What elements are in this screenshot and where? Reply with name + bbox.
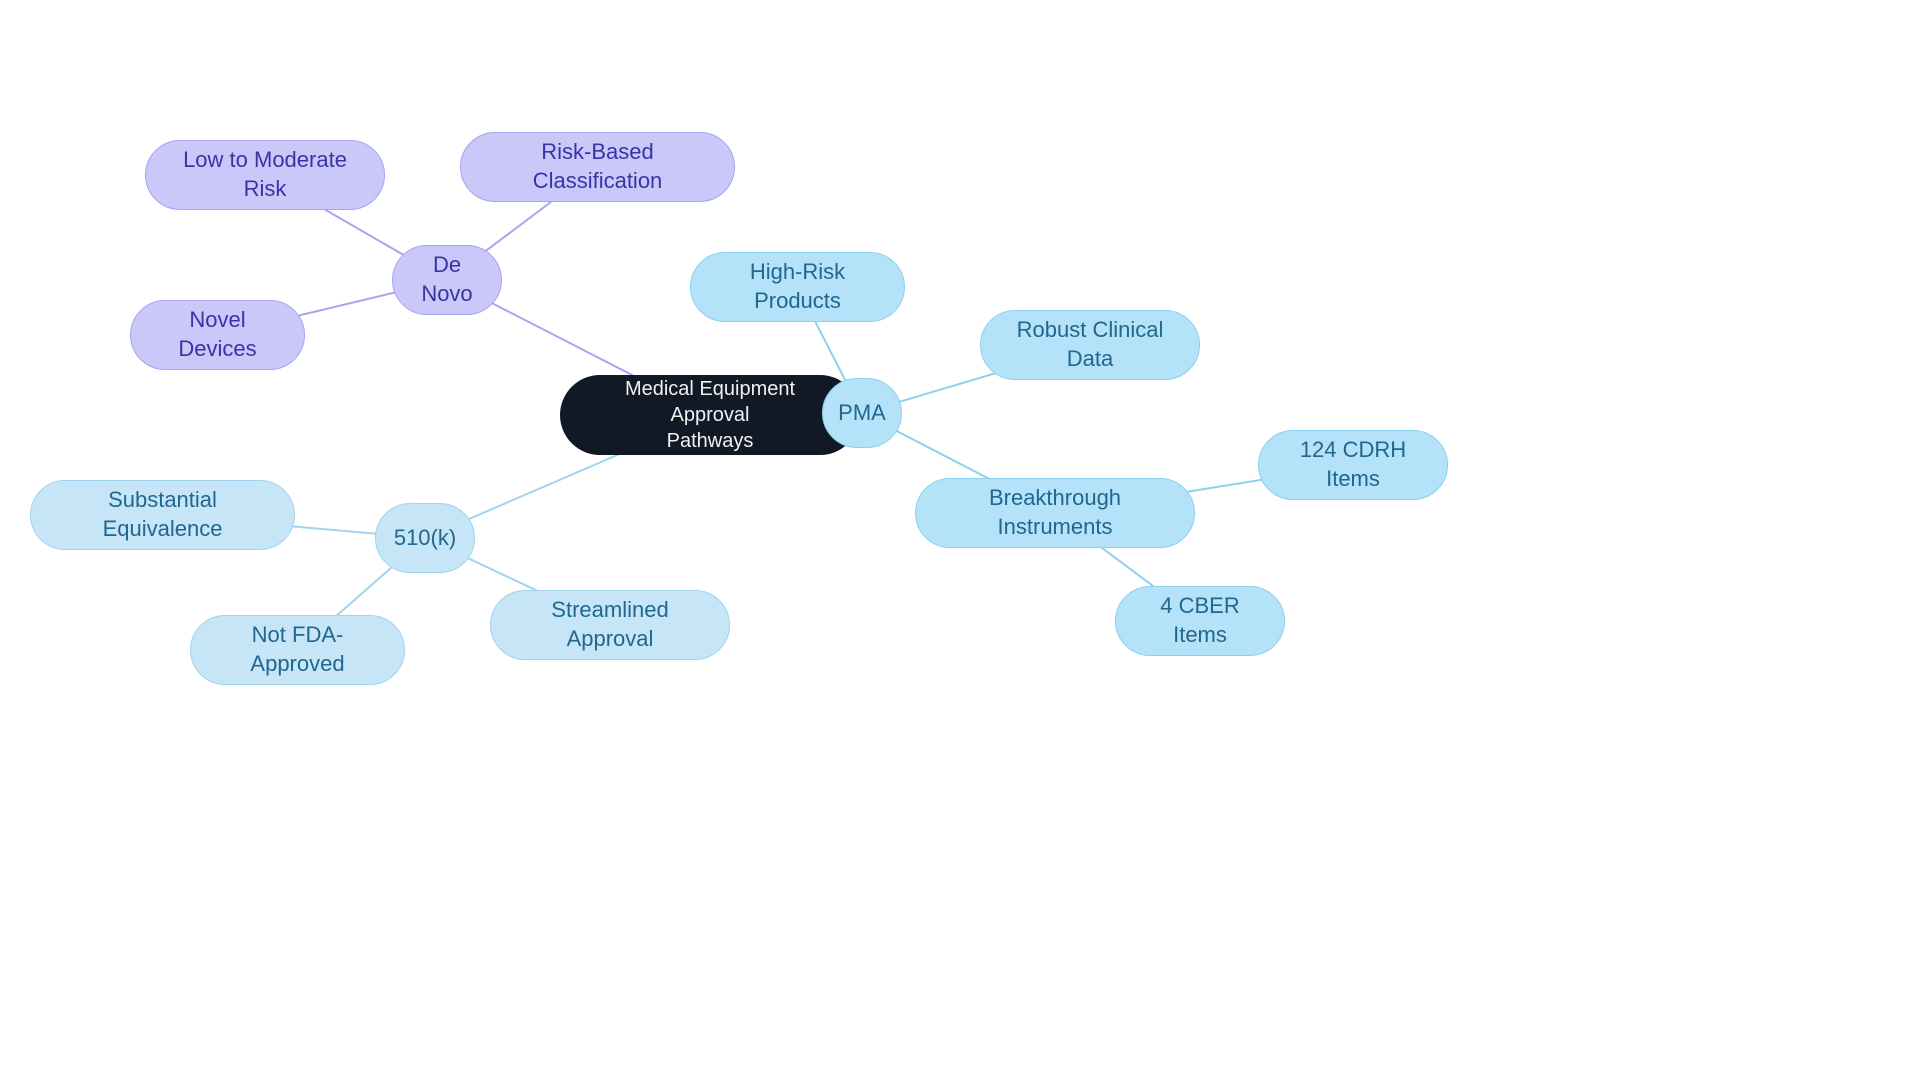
node-510k: 510(k) [375, 503, 475, 573]
node-denovo: De Novo [392, 245, 502, 315]
node-highrisk: High-Risk Products [690, 252, 905, 322]
node-cdrh: 124 CDRH Items [1258, 430, 1448, 500]
node-cber: 4 CBER Items [1115, 586, 1285, 656]
node-break: Breakthrough Instruments [915, 478, 1195, 548]
node-riskcls: Risk-Based Classification [460, 132, 735, 202]
node-notfda: Not FDA-Approved [190, 615, 405, 685]
node-lowmod: Low to Moderate Risk [145, 140, 385, 210]
node-root: Medical Equipment Approval Pathways [560, 375, 860, 455]
diagram-canvas: Medical Equipment Approval Pathways De No… [0, 0, 1920, 1083]
node-pma: PMA [822, 378, 902, 448]
node-novel: Novel Devices [130, 300, 305, 370]
node-robust: Robust Clinical Data [980, 310, 1200, 380]
node-subeq: Substantial Equivalence [30, 480, 295, 550]
node-stream: Streamlined Approval [490, 590, 730, 660]
